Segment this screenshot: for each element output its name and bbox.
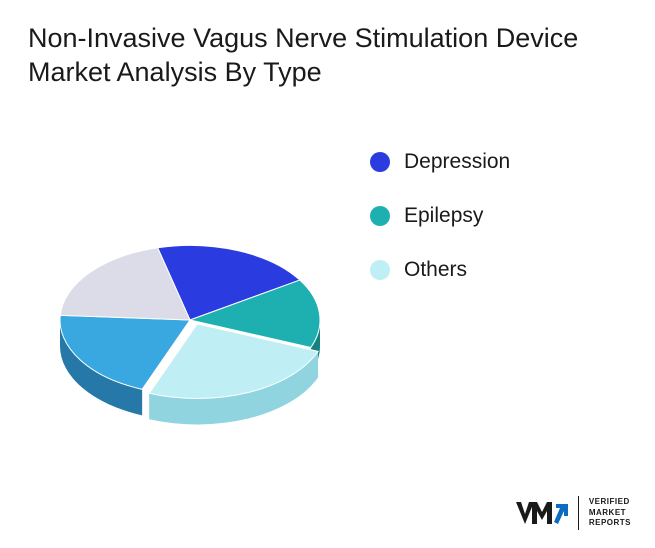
legend-dot-icon bbox=[370, 152, 390, 172]
legend: Depression Epilepsy Others bbox=[370, 150, 510, 282]
legend-dot-icon bbox=[370, 206, 390, 226]
brand-logo: VERIFIED MARKET REPORTS bbox=[516, 496, 631, 530]
pie-chart bbox=[30, 200, 350, 460]
brand-line: MARKET bbox=[589, 508, 631, 518]
brand-line: REPORTS bbox=[589, 518, 631, 528]
legend-item: Others bbox=[370, 258, 510, 282]
brand-text: VERIFIED MARKET REPORTS bbox=[589, 497, 631, 528]
legend-label: Depression bbox=[404, 150, 510, 174]
legend-item: Depression bbox=[370, 150, 510, 174]
page-title: Non-Invasive Vagus Nerve Stimulation Dev… bbox=[28, 22, 588, 90]
logo-mark-icon bbox=[516, 498, 568, 528]
legend-dot-icon bbox=[370, 260, 390, 280]
legend-label: Others bbox=[404, 258, 467, 282]
logo-divider bbox=[578, 496, 579, 530]
brand-line: VERIFIED bbox=[589, 497, 631, 507]
legend-item: Epilepsy bbox=[370, 204, 510, 228]
legend-label: Epilepsy bbox=[404, 204, 483, 228]
